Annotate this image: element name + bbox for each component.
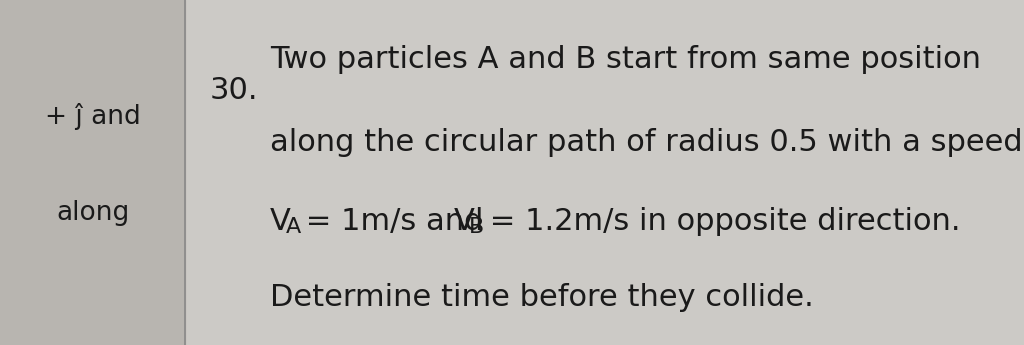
Text: V: V [454,207,474,236]
Text: + ĵ and: + ĵ and [45,104,140,130]
Text: V: V [270,207,291,236]
Bar [0,0,185,345]
Text: along: along [56,200,129,226]
Text: along the circular path of radius 0.5 with a speed: along the circular path of radius 0.5 wi… [270,128,1023,157]
Text: Two particles A and B start from same position: Two particles A and B start from same po… [270,45,981,74]
Text: = 1m/s and: = 1m/s and [296,207,494,236]
Text: Determine time before they collide.: Determine time before they collide. [270,283,814,312]
Text: A: A [286,217,301,237]
Text: 30.: 30. [210,76,258,105]
Text: B: B [469,217,484,237]
Text: = 1.2m/s in opposite direction.: = 1.2m/s in opposite direction. [479,207,961,236]
